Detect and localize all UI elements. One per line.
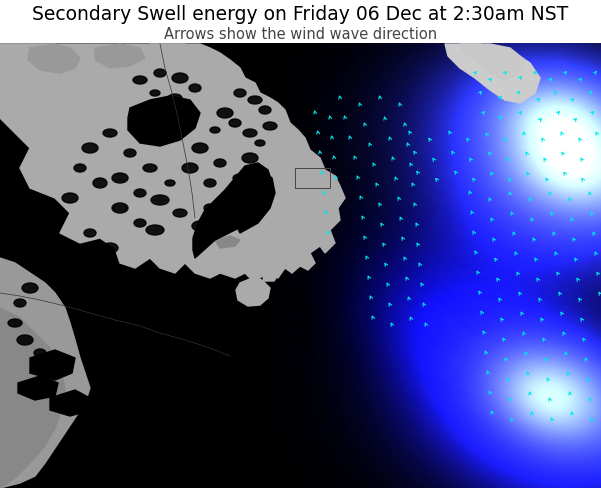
Ellipse shape [263, 123, 277, 131]
Ellipse shape [34, 349, 46, 357]
Text: Arrows show the wind wave direction: Arrows show the wind wave direction [164, 27, 437, 42]
Polygon shape [18, 376, 58, 400]
Ellipse shape [192, 222, 208, 231]
Ellipse shape [124, 150, 136, 158]
Ellipse shape [134, 120, 146, 128]
Ellipse shape [192, 143, 208, 154]
Ellipse shape [14, 299, 26, 307]
Ellipse shape [64, 269, 76, 278]
Polygon shape [95, 45, 145, 69]
Ellipse shape [102, 244, 118, 253]
Polygon shape [278, 161, 325, 221]
Polygon shape [28, 45, 80, 74]
Polygon shape [128, 97, 200, 147]
Ellipse shape [243, 130, 257, 138]
Ellipse shape [182, 163, 198, 174]
Ellipse shape [229, 120, 241, 128]
Ellipse shape [74, 164, 86, 173]
Ellipse shape [17, 335, 33, 346]
Ellipse shape [165, 181, 175, 186]
Ellipse shape [152, 134, 168, 143]
Ellipse shape [78, 284, 92, 293]
Ellipse shape [8, 319, 22, 327]
Ellipse shape [134, 190, 146, 198]
Polygon shape [30, 350, 75, 380]
Ellipse shape [172, 74, 188, 84]
Polygon shape [235, 171, 275, 234]
Ellipse shape [204, 204, 216, 213]
Polygon shape [193, 163, 272, 259]
Ellipse shape [84, 229, 96, 238]
Ellipse shape [234, 90, 246, 98]
Ellipse shape [223, 200, 237, 207]
Ellipse shape [133, 77, 147, 85]
Polygon shape [148, 45, 195, 64]
Ellipse shape [62, 194, 78, 203]
Ellipse shape [255, 141, 265, 147]
Ellipse shape [150, 91, 160, 97]
Polygon shape [445, 45, 540, 104]
Ellipse shape [154, 70, 166, 78]
Ellipse shape [151, 196, 169, 205]
Polygon shape [236, 279, 270, 306]
Ellipse shape [134, 220, 146, 227]
Ellipse shape [43, 224, 57, 232]
Ellipse shape [217, 109, 233, 119]
Polygon shape [0, 259, 90, 488]
Ellipse shape [210, 128, 220, 134]
Ellipse shape [233, 175, 247, 183]
Ellipse shape [109, 309, 121, 317]
Polygon shape [0, 308, 65, 488]
Ellipse shape [248, 97, 262, 105]
Text: Secondary Swell energy on Friday 06 Dec at 2:30am NST: Secondary Swell energy on Friday 06 Dec … [32, 4, 569, 23]
Polygon shape [262, 270, 278, 282]
Ellipse shape [34, 240, 46, 247]
Polygon shape [50, 390, 90, 416]
Ellipse shape [168, 95, 182, 103]
Ellipse shape [112, 174, 128, 183]
Ellipse shape [204, 180, 216, 187]
Polygon shape [460, 45, 525, 81]
Polygon shape [0, 45, 345, 284]
Ellipse shape [189, 85, 201, 93]
Polygon shape [215, 237, 240, 248]
Ellipse shape [103, 130, 117, 138]
Ellipse shape [22, 284, 38, 293]
Ellipse shape [259, 107, 271, 115]
Ellipse shape [82, 143, 98, 154]
Polygon shape [0, 45, 255, 149]
Ellipse shape [242, 154, 258, 163]
Ellipse shape [146, 225, 164, 236]
Ellipse shape [112, 203, 128, 214]
Ellipse shape [93, 179, 107, 189]
Ellipse shape [173, 209, 187, 218]
Ellipse shape [47, 253, 63, 264]
Ellipse shape [92, 295, 108, 305]
Ellipse shape [143, 164, 157, 173]
Ellipse shape [214, 160, 226, 168]
Ellipse shape [54, 209, 66, 218]
Ellipse shape [123, 319, 137, 327]
